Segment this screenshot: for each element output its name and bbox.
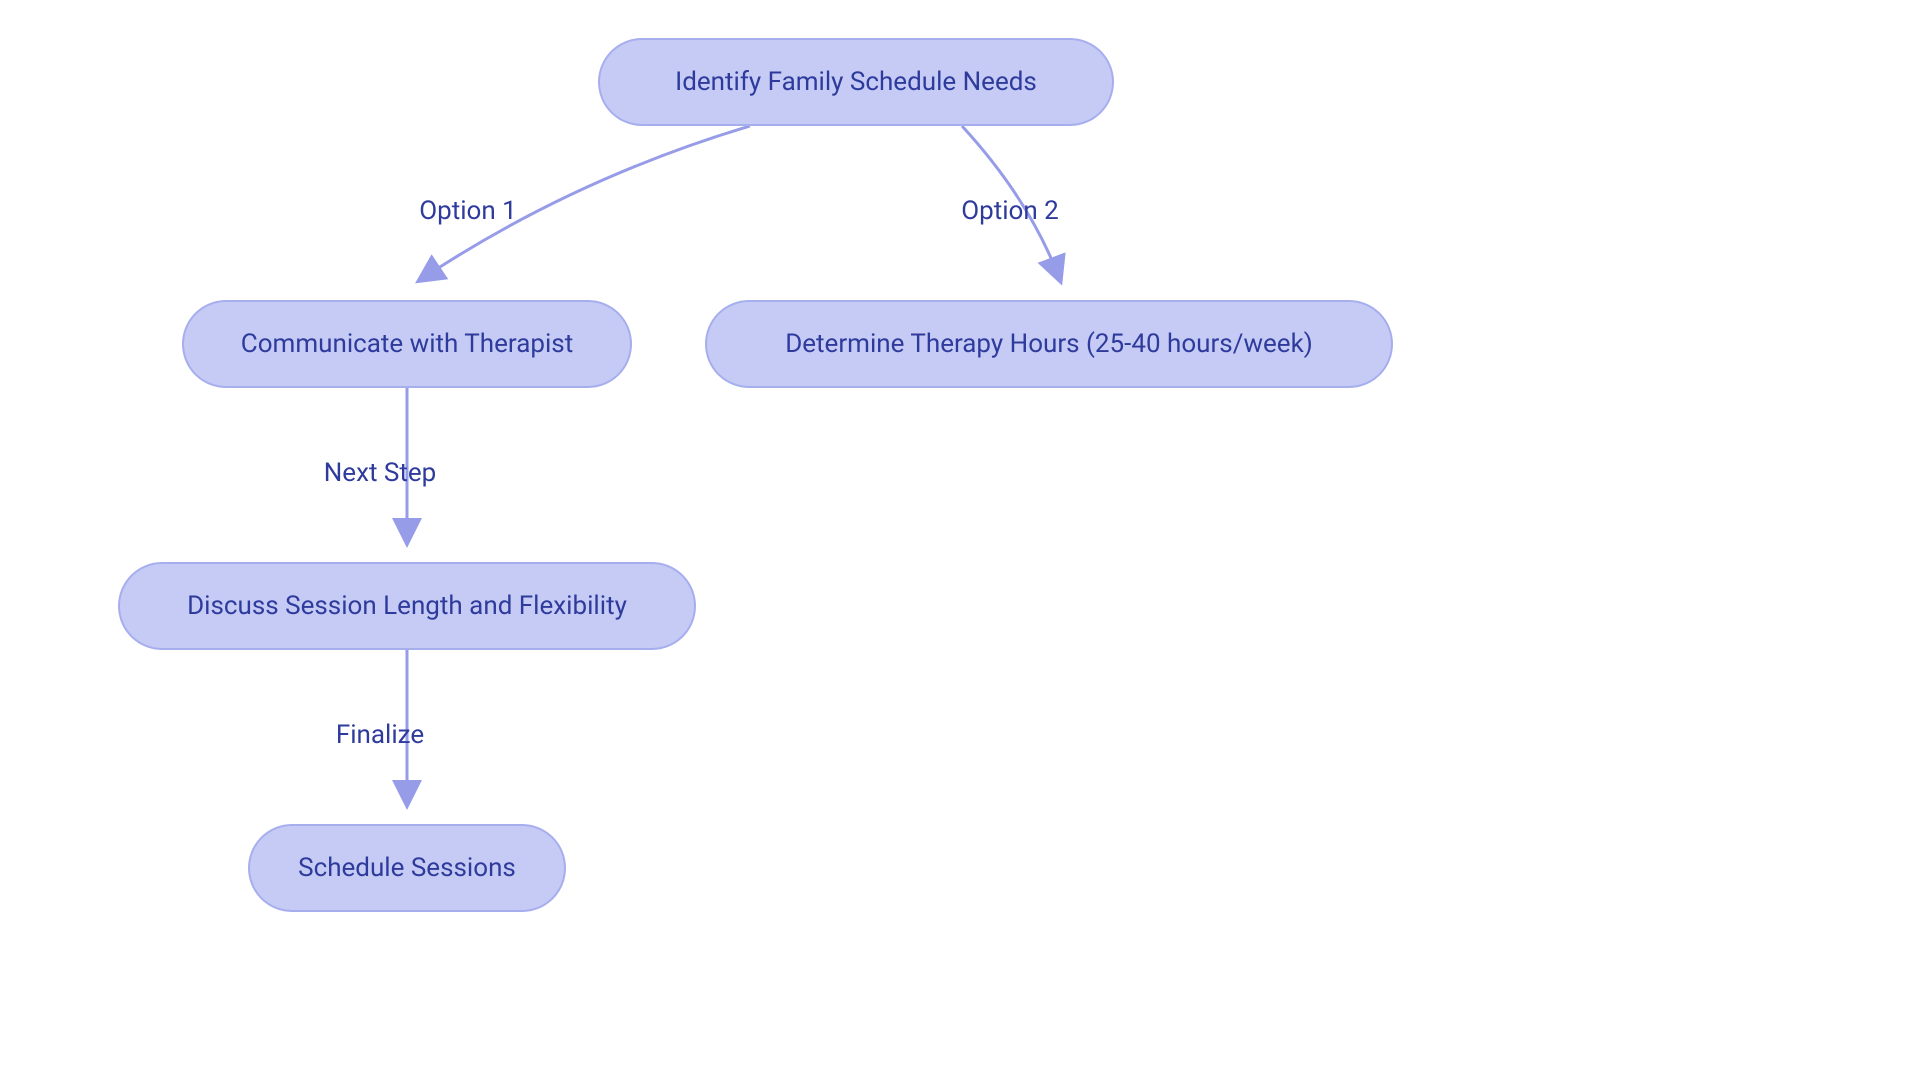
- flowchart-node: Schedule Sessions: [248, 824, 566, 912]
- flowchart-node: Identify Family Schedule Needs: [598, 38, 1114, 126]
- flowchart-edge-label: Finalize: [300, 720, 460, 750]
- flowchart-node: Determine Therapy Hours (25-40 hours/wee…: [705, 300, 1393, 388]
- flowchart-edges: [0, 0, 1920, 1083]
- flowchart-edge-label: Option 1: [388, 196, 548, 226]
- flowchart-node: Discuss Session Length and Flexibility: [118, 562, 696, 650]
- flowchart-edge-label: Option 2: [930, 196, 1090, 226]
- flowchart-node: Communicate with Therapist: [182, 300, 632, 388]
- flowchart-edge-label: Next Step: [300, 458, 460, 488]
